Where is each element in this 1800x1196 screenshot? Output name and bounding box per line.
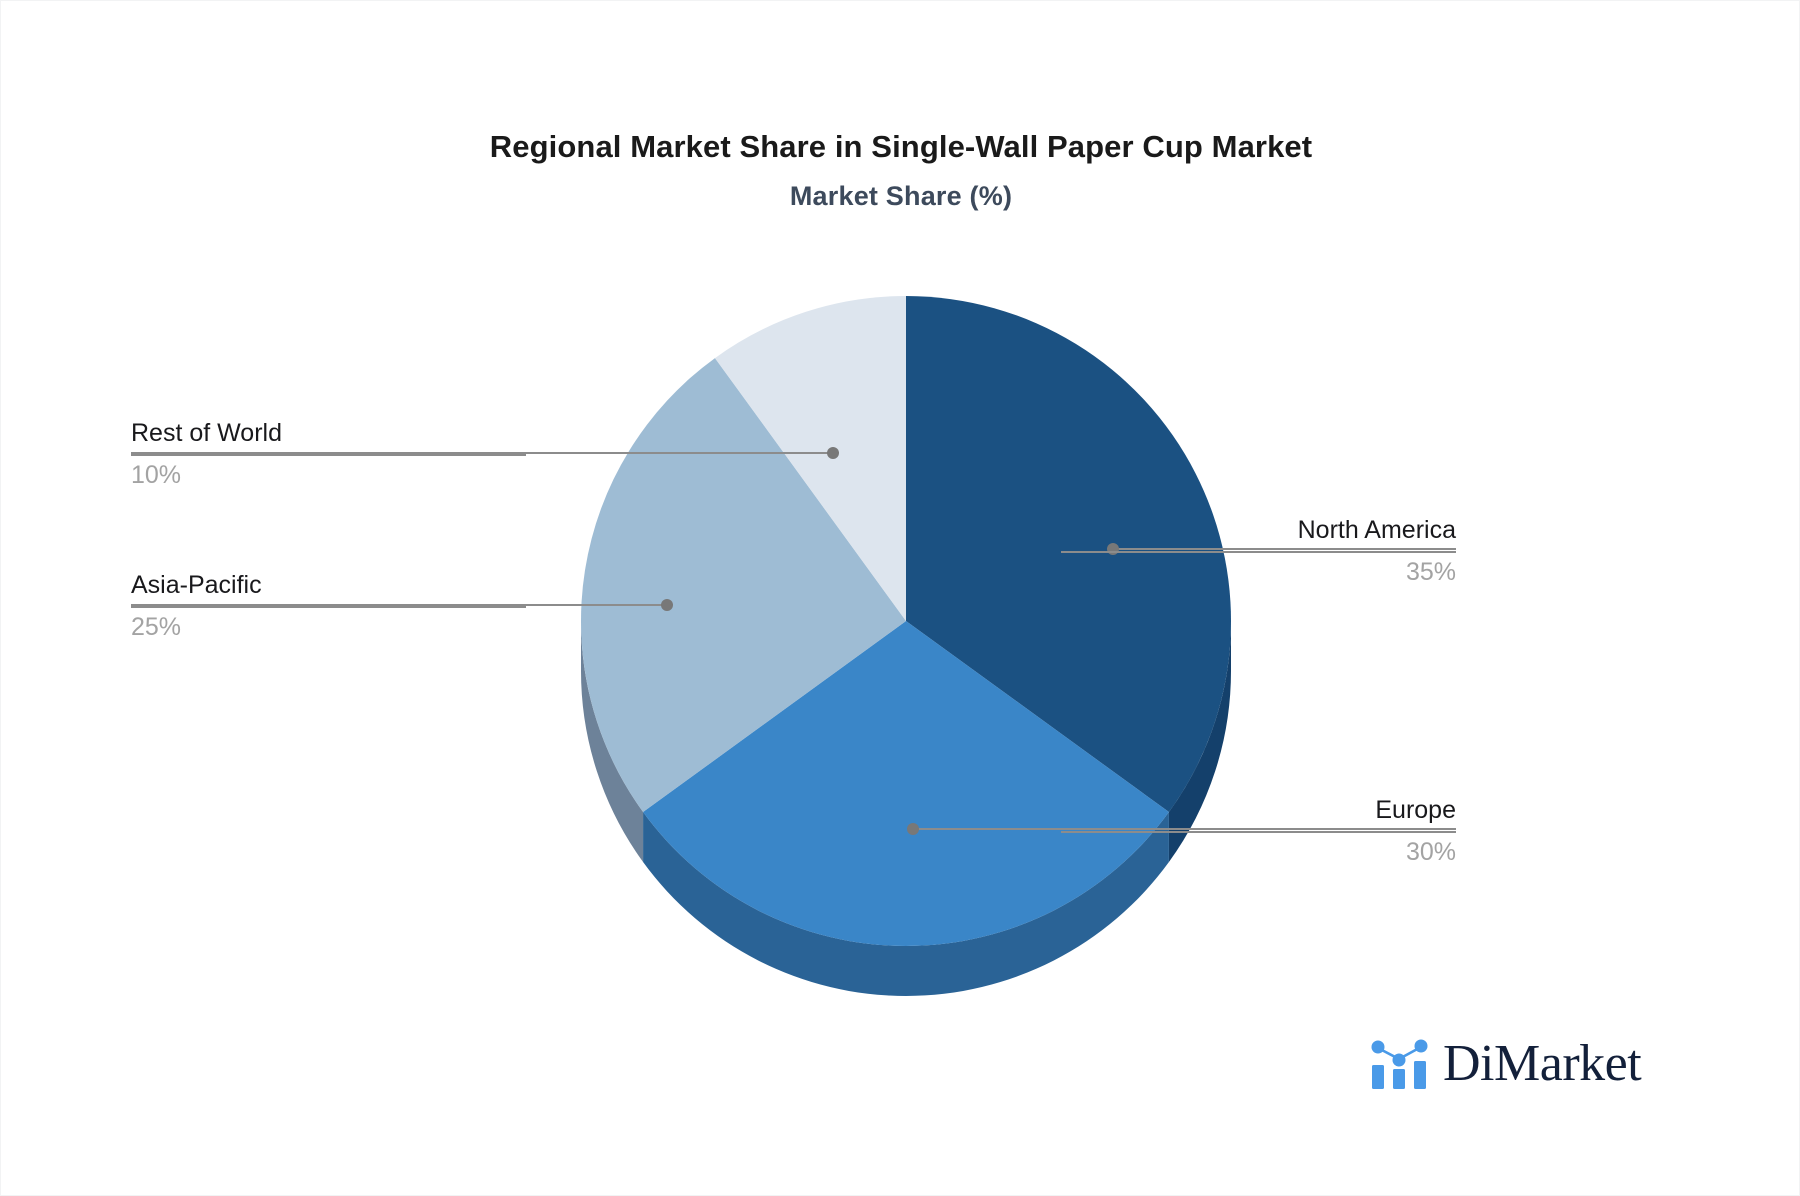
- brand-name: DiMarket: [1443, 1035, 1642, 1092]
- pie-slice-rest-of-world: [714, 296, 906, 621]
- pie-label-rule: [1061, 830, 1456, 833]
- pie-label-north-america-value: 35%: [1405, 557, 1456, 586]
- title-block: Regional Market Share in Single-Wall Pap…: [1, 129, 1799, 212]
- pie-label-asia-pacific-value: 25%: [131, 612, 182, 641]
- page-title: Regional Market Share in Single-Wall Pap…: [489, 129, 1313, 164]
- pie-label-rule: [131, 453, 526, 456]
- pie-slice-asia-pacific: [580, 358, 906, 813]
- pie-slice-europe: [643, 621, 1169, 946]
- leader-dot-rest-of-world: [827, 447, 839, 459]
- pie-label-rest-of-world-name: Rest of World: [131, 419, 282, 447]
- pie-label-north-america: North America 35%: [1061, 516, 1456, 587]
- pie-label-north-america-name: North America: [1297, 516, 1456, 544]
- pie-label-rule: [1061, 550, 1456, 553]
- brand-logo: DiMarket: [1369, 1035, 1642, 1092]
- chart-subtitle: Market Share (%): [789, 180, 1013, 211]
- pie-label-rule: [131, 605, 526, 608]
- pie-label-europe-value: 30%: [1405, 837, 1456, 866]
- pie-label-europe-name: Europe: [1375, 796, 1456, 824]
- pie-label-rest-of-world: Rest of World 10%: [131, 419, 526, 490]
- pie-label-rest-of-world-value: 10%: [131, 460, 182, 489]
- pie-wall-asia-pacific: [581, 621, 644, 863]
- leader-dot-europe: [907, 823, 919, 835]
- leader-dot-asia-pacific: [661, 599, 673, 611]
- pie-label-asia-pacific-name: Asia-Pacific: [131, 571, 262, 599]
- bar-chart-logo-icon: [1371, 1039, 1428, 1089]
- pie-leader-dots: [661, 447, 1119, 835]
- pie-label-europe: Europe 30%: [1061, 796, 1456, 867]
- pie-label-asia-pacific: Asia-Pacific 25%: [131, 571, 526, 642]
